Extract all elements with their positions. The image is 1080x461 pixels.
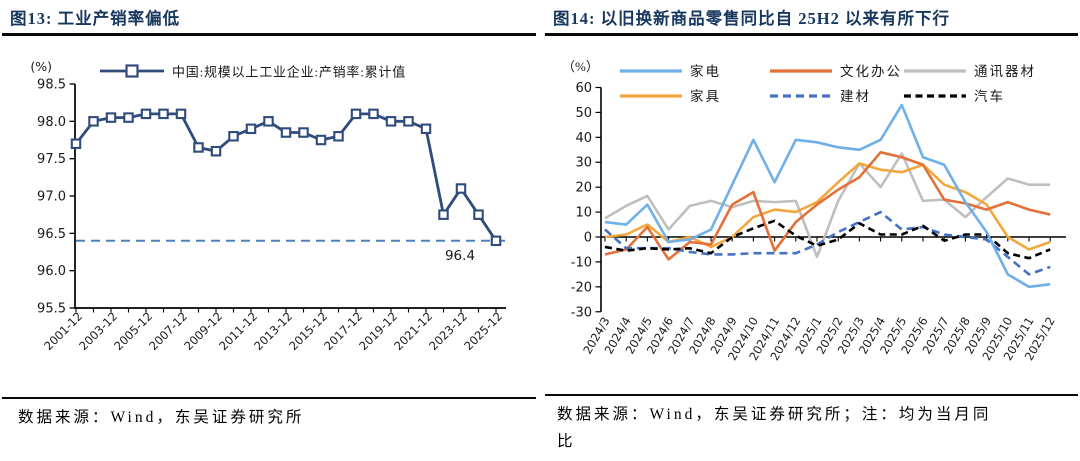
data-point-marker <box>158 108 169 120</box>
figure13-chart-svg: 中国:规模以上工业企业:产销率:累计值 (%) 98.5 98.0 97.5 97.0 96… <box>30 59 506 353</box>
figure14-source: 数据来源：Wind，东吴证券研究所；注：均为当月同比 <box>557 406 992 450</box>
data-point-marker <box>210 145 222 157</box>
axis-label: 97.5 <box>37 152 66 167</box>
axis-label: 97.0 <box>37 190 66 205</box>
axis-label: -20 <box>571 280 592 295</box>
data-point-marker <box>175 108 187 120</box>
data-point-marker <box>263 116 274 127</box>
axis-label: 0 <box>584 231 592 246</box>
axis-label: 98.5 <box>37 78 66 93</box>
series-line <box>604 219 1051 260</box>
axis-label: 50 <box>575 106 592 121</box>
figure13-title-rule <box>2 33 536 36</box>
y-axis-unit: (%) <box>30 59 52 74</box>
data-point-marker <box>193 142 204 153</box>
series-line <box>604 103 1051 289</box>
figure13-title: 图13: 工业产销率偏低 <box>10 9 181 28</box>
series-0-solid <box>604 103 1051 289</box>
series-4-dashed <box>604 210 1051 276</box>
legend-label: 家电 <box>690 63 721 79</box>
legend-label: 汽车 <box>974 88 1005 104</box>
axis-label: 30 <box>575 156 592 171</box>
axis-label: 10 <box>575 206 592 221</box>
figure14-axes: 6050403020100-10-20-302024/32024/42024/5… <box>571 81 1066 363</box>
figure14-chart: 家电 文化办公 通讯器材家具 建材 汽车 （%） 60 50 40 30 20 10 0 -10 -20 -3… <box>540 0 1080 461</box>
legend-label: 建材 <box>840 89 871 104</box>
axis-label: 20 <box>575 181 592 196</box>
figure14-title-rule <box>545 33 1078 36</box>
data-point-marker <box>420 123 432 135</box>
data-point-marker <box>403 116 414 127</box>
legend-label: 文化办公 <box>840 64 902 79</box>
figure13-source: 数据来源：Wind，东吴证券研究所 <box>18 409 305 426</box>
figure13-legend: 中国:规模以上工业企业:产销率:累计值 <box>100 64 406 80</box>
data-point-marker <box>315 134 327 146</box>
data-point-marker <box>490 235 502 247</box>
axis-label: 60 <box>575 81 592 96</box>
series-1-solid <box>604 150 1051 261</box>
series-5-dashed <box>604 219 1051 260</box>
axis-label: 95.5 <box>37 302 66 317</box>
data-point-marker <box>385 116 397 127</box>
y-axis-unit: （%） <box>562 59 599 74</box>
figure14-panel: 图14: 以旧换新商品零售同比自 25H2 以来有所下行 家电 文化办公 通讯器材家… <box>540 0 1080 461</box>
figure13-panel: 图13: 工业产销率偏低 中国:规模以上工业企业:产销率:累计值 (%) 98.5 9… <box>2 9 536 426</box>
data-point-marker <box>245 123 257 135</box>
figure14-bottom-rule <box>545 394 1078 396</box>
data-point-marker <box>280 127 292 138</box>
data-point-marker <box>473 209 484 220</box>
legend-label: 通讯器材 <box>974 64 1036 79</box>
figure14-title: 图14: 以旧换新商品零售同比自 25H2 以来有所下行 <box>553 9 950 28</box>
axis-label: -10 <box>571 255 592 270</box>
data-point-marker <box>438 209 449 220</box>
axis-label: 96.5 <box>37 227 66 242</box>
data-point-marker <box>140 108 152 120</box>
data-point-marker <box>298 127 309 138</box>
legend-label: 家具 <box>690 88 721 104</box>
series-line <box>604 150 1051 261</box>
x-axis-label: 2025-12 <box>461 309 505 353</box>
axis-label: 40 <box>575 131 592 146</box>
figure13-chart: 中国:规模以上工业企业:产销率:累计值 (%) 98.5 98.0 97.5 97.0 96… <box>30 59 506 353</box>
data-point-marker <box>368 108 379 120</box>
data-point-marker <box>333 131 344 142</box>
legend-label: 中国:规模以上工业企业:产销率:累计值 <box>172 65 406 80</box>
series-production-sales-ratio <box>70 108 502 247</box>
axis-label: 98.0 <box>37 115 66 130</box>
data-point-marker <box>455 183 467 194</box>
data-point-marker <box>228 131 239 142</box>
data-point-marker <box>88 116 99 127</box>
axis-label: -30 <box>571 305 592 320</box>
figure13-bottom-rule <box>2 397 536 399</box>
series-line <box>604 210 1051 276</box>
axis-label: 96.0 <box>37 264 66 279</box>
legend-square-marker <box>125 64 139 78</box>
data-point-marker <box>123 112 134 123</box>
data-point-marker <box>350 108 362 120</box>
data-point-marker <box>105 112 117 123</box>
data-point-marker <box>70 138 82 149</box>
reference-line-annotation: 96.4 <box>445 248 475 264</box>
